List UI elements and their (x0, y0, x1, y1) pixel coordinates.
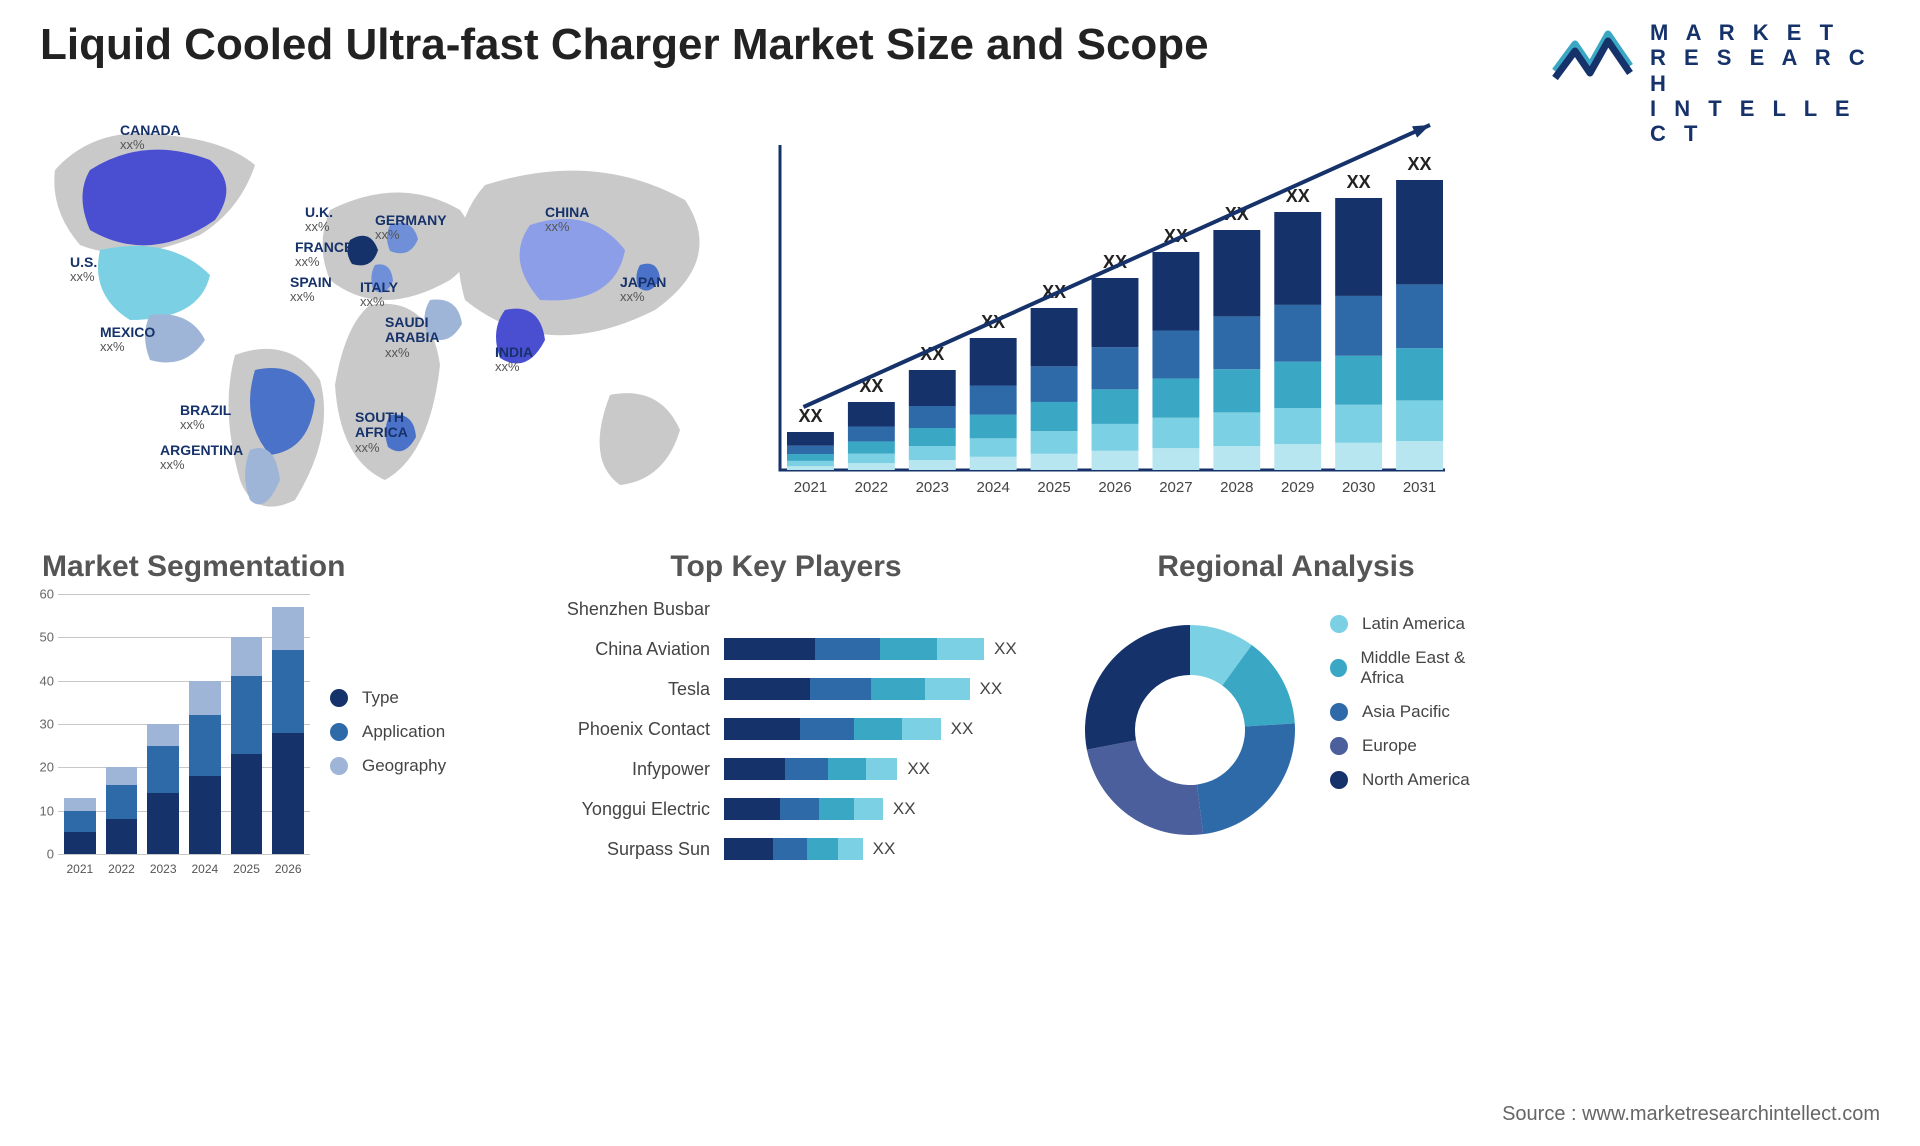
players-section: Top Key Players Shenzhen Busbar China Avi… (520, 550, 1040, 950)
map-label: JAPANxx% (620, 275, 666, 305)
svg-text:2021: 2021 (794, 479, 827, 496)
logo-line1: M A R K E T (1650, 20, 1880, 45)
player-row: Phoenix ContactXX (520, 714, 1040, 744)
player-row: China AviationXX (520, 634, 1040, 664)
svg-text:2025: 2025 (1037, 479, 1070, 496)
svg-text:2031: 2031 (1403, 479, 1436, 496)
map-label: SPAINxx% (290, 275, 332, 305)
regional-title: Regional Analysis (1072, 550, 1500, 584)
player-row: TeslaXX (520, 674, 1040, 704)
world-map: CANADAxx% U.S.xx% MEXICOxx% BRAZILxx% ARGENT… (30, 115, 750, 535)
map-label: U.K.xx% (305, 205, 333, 235)
segmentation-legend: Type Application Geography (330, 674, 446, 790)
svg-text:XX: XX (798, 406, 822, 426)
growth-chart-svg: XX2021XX2022XX2023XX2024XX2025XX2026XX20… (770, 115, 1450, 515)
map-label: ITALYxx% (360, 280, 398, 310)
region-legend-item: North America (1330, 770, 1500, 790)
regional-legend: Latin America Middle East & Africa Asia Pa… (1330, 600, 1500, 804)
map-label: ARGENTINAxx% (160, 443, 243, 473)
player-row: Shenzhen Busbar (520, 594, 1040, 624)
player-row: Yonggui ElectricXX (520, 794, 1040, 824)
seg-legend-item: Type (330, 688, 446, 708)
map-label: CHINAxx% (545, 205, 589, 235)
map-label: SAUDIARABIAxx% (385, 315, 439, 360)
map-label: BRAZILxx% (180, 403, 231, 433)
seg-legend-item: Application (330, 722, 446, 742)
regional-section: Regional Analysis Latin America Middle Ea… (1060, 550, 1500, 950)
logo-mark-icon (1550, 26, 1640, 86)
segmentation-chart: 0102030405060202120222023202420252026 (30, 594, 310, 894)
region-legend-item: Europe (1330, 736, 1500, 756)
growth-chart: XX2021XX2022XX2023XX2024XX2025XX2026XX20… (770, 115, 1450, 515)
seg-legend-item: Geography (330, 756, 446, 776)
svg-text:2023: 2023 (916, 479, 949, 496)
player-row: Surpass SunXX (520, 834, 1040, 864)
svg-text:XX: XX (1347, 172, 1371, 192)
map-label: SOUTHAFRICAxx% (355, 410, 408, 455)
map-label: INDIAxx% (495, 345, 533, 375)
map-label: MEXICOxx% (100, 325, 155, 355)
page-title: Liquid Cooled Ultra-fast Charger Market … (40, 20, 1209, 70)
segmentation-title: Market Segmentation (42, 550, 500, 584)
logo-line2: R E S E A R C H (1650, 45, 1880, 96)
region-legend-item: Asia Pacific (1330, 702, 1500, 722)
svg-text:2024: 2024 (976, 479, 1009, 496)
svg-text:2030: 2030 (1342, 479, 1375, 496)
segmentation-section: Market Segmentation 01020304050602021202… (30, 550, 500, 950)
svg-text:2027: 2027 (1159, 479, 1192, 496)
svg-text:XX: XX (1408, 154, 1432, 174)
map-label: GERMANYxx% (375, 213, 447, 243)
player-row: InfypowerXX (520, 754, 1040, 784)
players-title: Top Key Players (532, 550, 1040, 584)
svg-text:2029: 2029 (1281, 479, 1314, 496)
region-legend-item: Middle East & Africa (1330, 648, 1500, 688)
players-rows: Shenzhen Busbar China AviationXX TeslaXX Ph… (520, 594, 1040, 864)
svg-text:2028: 2028 (1220, 479, 1253, 496)
brand-logo: M A R K E T R E S E A R C H I N T E L L … (1550, 20, 1880, 100)
region-legend-item: Latin America (1330, 614, 1500, 634)
svg-text:2022: 2022 (855, 479, 888, 496)
map-label: CANADAxx% (120, 123, 181, 153)
map-label: U.S.xx% (70, 255, 97, 285)
regional-donut (1070, 610, 1310, 850)
map-label: FRANCExx% (295, 240, 353, 270)
logo-line3: I N T E L L E C T (1650, 96, 1880, 147)
source-label: Source : www.marketresearchintellect.com (1502, 1103, 1880, 1126)
svg-text:2026: 2026 (1098, 479, 1131, 496)
